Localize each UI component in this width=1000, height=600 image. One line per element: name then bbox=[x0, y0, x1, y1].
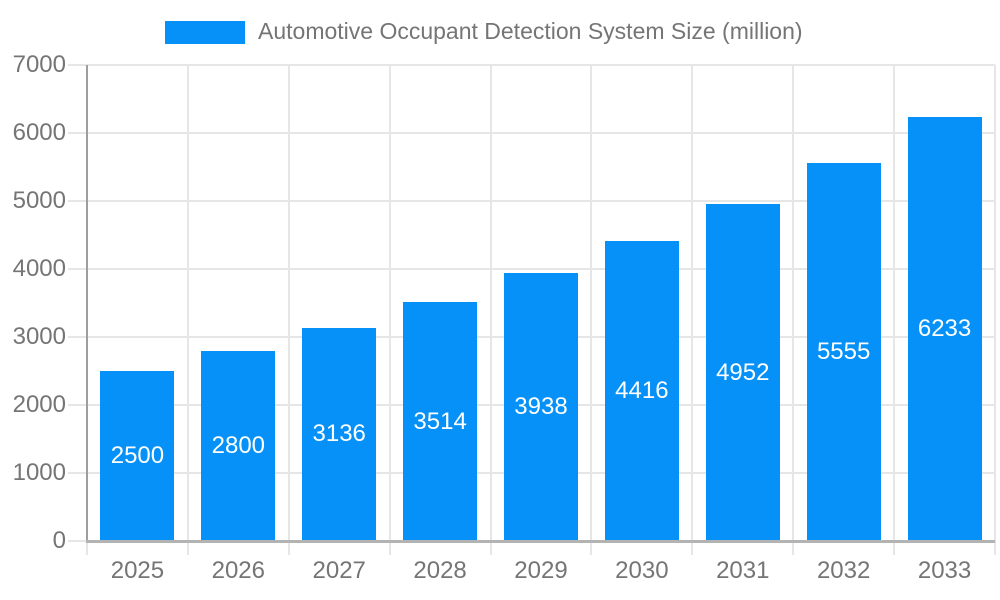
gridline-vertical bbox=[691, 65, 694, 555]
x-axis-tick-label: 2032 bbox=[816, 557, 871, 584]
bar-2030: 4416 bbox=[604, 240, 679, 541]
x-axis-tick-label: 2028 bbox=[413, 557, 467, 584]
x-axis-tick-label: 2025 bbox=[110, 557, 165, 584]
bar-2025: 2500 bbox=[100, 371, 175, 541]
x-axis-tick-label: 2031 bbox=[716, 557, 770, 584]
y-axis-tick-label: 3000 bbox=[12, 323, 66, 350]
legend-label: Automotive Occupant Detection System Siz… bbox=[258, 18, 803, 44]
bar-value-label: 2500 bbox=[110, 442, 165, 469]
gridline-vertical bbox=[489, 65, 492, 555]
bar-2028: 3514 bbox=[403, 302, 478, 541]
gridline-vertical bbox=[893, 65, 896, 555]
x-axis-tick-label: 2029 bbox=[514, 557, 568, 584]
gridline-vertical bbox=[994, 65, 996, 555]
bar-value-label: 3136 bbox=[312, 420, 366, 448]
legend-swatch bbox=[165, 21, 245, 44]
legend: Automotive Occupant Detection System Siz… bbox=[165, 18, 803, 44]
gridline-horizontal bbox=[68, 268, 995, 270]
x-axis-line bbox=[86, 540, 995, 543]
bar-value-label: 6233 bbox=[917, 315, 972, 343]
bar-2029: 3938 bbox=[504, 273, 578, 541]
gridline-horizontal bbox=[68, 64, 995, 66]
y-axis-line bbox=[86, 65, 88, 541]
bar-2032: 5555 bbox=[806, 163, 881, 541]
bar-2027: 3136 bbox=[302, 327, 377, 541]
y-axis-tick-label: 0 bbox=[52, 527, 66, 554]
x-axis-tick-label: 2030 bbox=[615, 557, 669, 584]
gridline-vertical bbox=[186, 65, 189, 555]
bar-2026: 2800 bbox=[201, 350, 276, 541]
x-axis-tick bbox=[86, 541, 88, 555]
bar-value-label: 5555 bbox=[816, 338, 871, 366]
x-axis-tick-label: 2033 bbox=[917, 557, 972, 584]
gridline-horizontal bbox=[68, 200, 995, 202]
x-axis-tick-label: 2027 bbox=[312, 557, 366, 584]
y-axis-tick-label: 2000 bbox=[12, 391, 66, 418]
gridline-vertical bbox=[287, 65, 290, 555]
y-axis-tick-label: 6000 bbox=[12, 119, 66, 146]
bar-2033: 6233 bbox=[907, 117, 982, 541]
gridline-vertical bbox=[792, 65, 795, 555]
bar-value-label: 2800 bbox=[211, 431, 266, 459]
bar-value-label: 3938 bbox=[514, 393, 568, 421]
y-axis-tick-label: 1000 bbox=[12, 459, 66, 486]
y-axis-tick-label: 4000 bbox=[12, 255, 66, 282]
bar-value-label: 4416 bbox=[615, 376, 669, 404]
bar-value-label: 3514 bbox=[413, 407, 467, 435]
bar-2031: 4952 bbox=[705, 204, 780, 541]
bar-value-label: 4952 bbox=[716, 358, 770, 386]
x-axis-tick-label: 2026 bbox=[211, 557, 265, 584]
y-axis-tick-label: 7000 bbox=[12, 51, 66, 78]
gridline-horizontal bbox=[68, 132, 995, 134]
gridline-vertical bbox=[388, 65, 391, 555]
gridline-vertical bbox=[590, 65, 593, 555]
y-axis-tick-label: 5000 bbox=[12, 187, 66, 214]
